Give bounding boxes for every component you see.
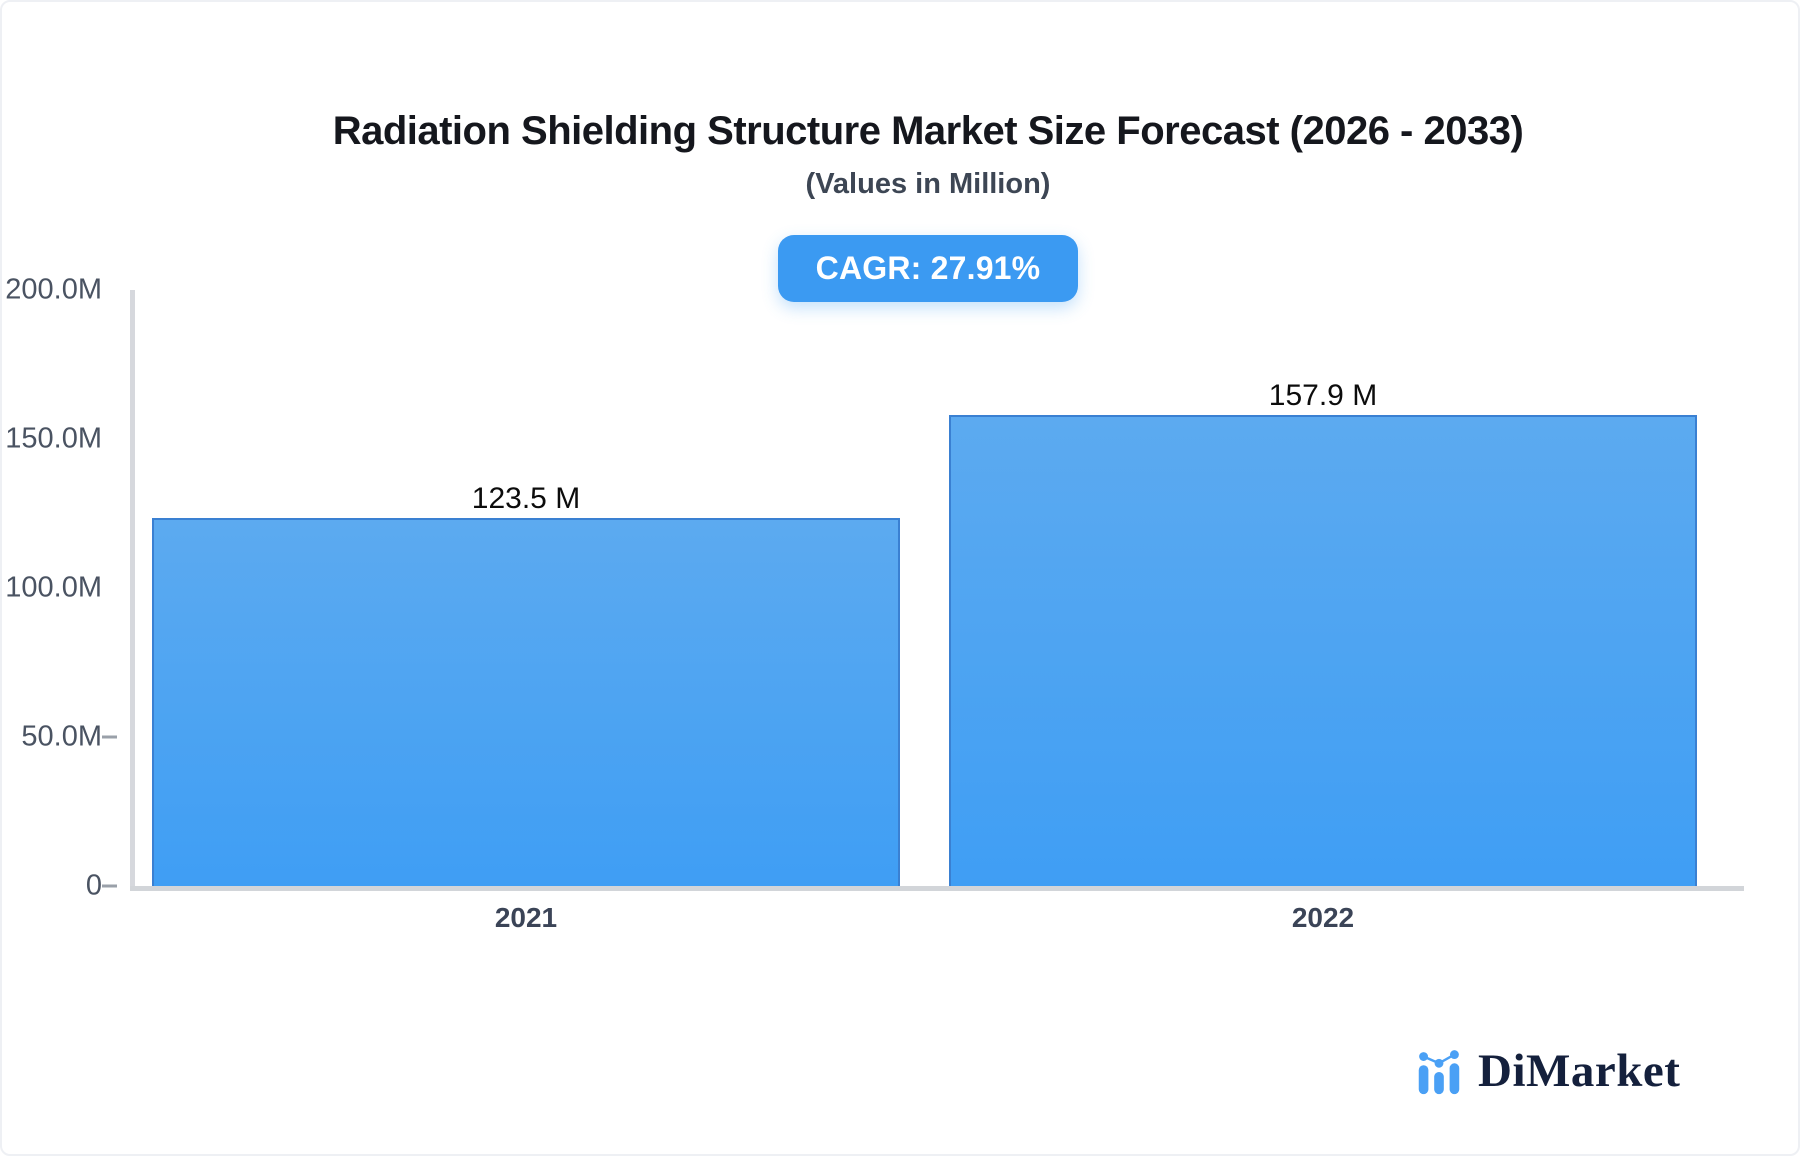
y-axis-tick-label: 150.0M <box>5 422 102 455</box>
x-axis-category-label: 2022 <box>1291 902 1355 933</box>
y-axis-tick-label: 200.0M <box>5 273 102 306</box>
bar-group-2021: 123.5 M 2021 <box>152 484 900 932</box>
bar-group-2022: 157.9 M 2022 <box>949 381 1697 932</box>
y-axis-labels: 200.0M 150.0M 100.0M 50.0M 0 <box>2 274 102 902</box>
bar-chart-icon <box>1418 1050 1460 1095</box>
bar-value-label: 123.5 M <box>471 482 581 515</box>
bar-value-label: 157.9 M <box>1268 379 1378 412</box>
chart-title: Radiation Shielding Structure Market Siz… <box>332 109 1524 153</box>
y-axis-tick-label: 0 <box>85 869 102 902</box>
chart-subtitle: (Values in Million) <box>805 168 1051 200</box>
y-axis-line <box>130 290 135 891</box>
dimarket-logo[interactable]: DiMarket <box>1412 1044 1680 1098</box>
x-axis-line <box>130 886 1744 891</box>
chart-header: Radiation Shielding Structure Market Siz… <box>112 2 1744 302</box>
cagr-badge: CAGR: 27.91% <box>777 235 1079 302</box>
y-axis-tick-mark <box>102 884 117 888</box>
y-axis-tick-label: 100.0M <box>5 571 102 604</box>
y-axis-tick-mark <box>102 735 117 739</box>
y-axis-tick-label: 50.0M <box>21 720 102 753</box>
cagr-badge-row: CAGR: 27.91% <box>112 235 1744 302</box>
x-axis-category-label: 2021 <box>494 902 558 933</box>
bar-2021[interactable] <box>152 518 900 886</box>
logo-text: DiMarket <box>1478 1044 1681 1097</box>
plot-area: 200.0M 150.0M 100.0M 50.0M 0 123.5 M 202… <box>5 274 1744 932</box>
bar-2022[interactable] <box>949 415 1697 886</box>
